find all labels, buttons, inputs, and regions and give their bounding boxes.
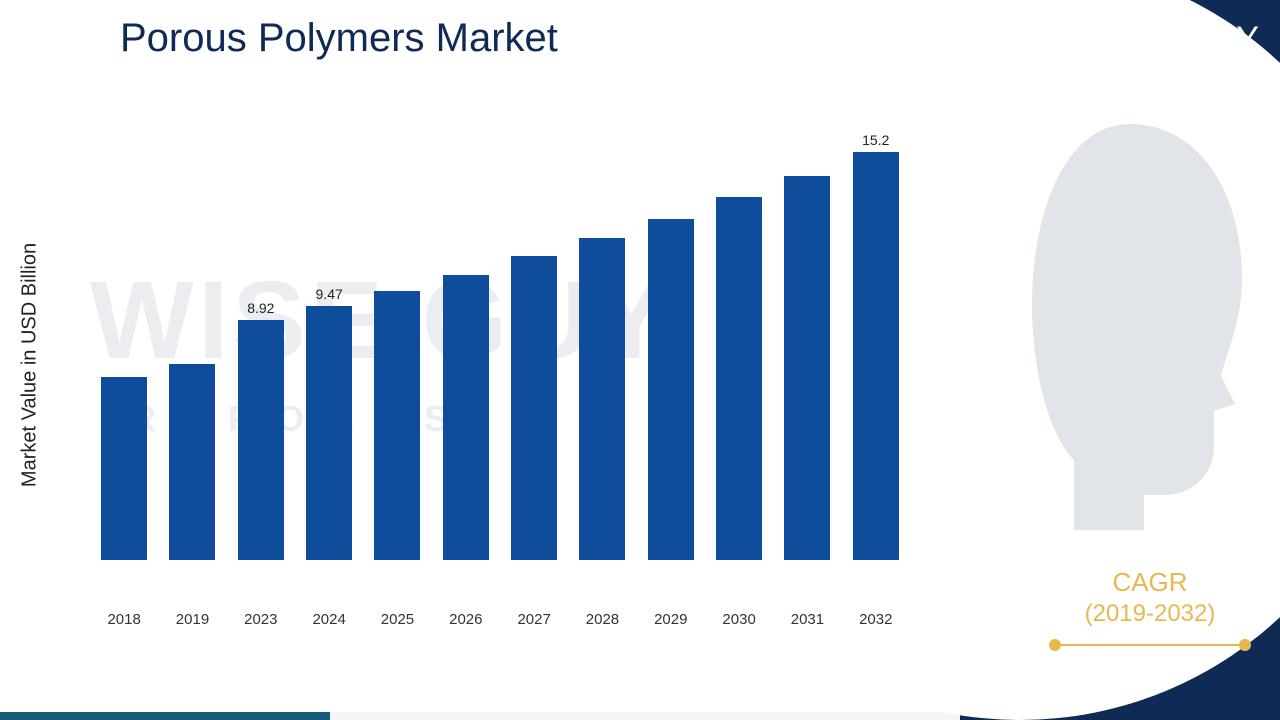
bar [374, 291, 420, 560]
cagr-range: (2019-2032) [1020, 600, 1280, 628]
bar-col [432, 130, 500, 560]
bar [716, 197, 762, 560]
brand-head-icon [1196, 22, 1266, 102]
plot-area: 8.92 9.47 15.2 [90, 130, 910, 560]
bar [579, 238, 625, 561]
bar-col [705, 130, 773, 560]
bar-value-label: 8.92 [247, 300, 274, 316]
x-tick: 2018 [90, 611, 158, 628]
bars-container: 8.92 9.47 15.2 [90, 130, 910, 560]
bar [648, 219, 694, 560]
bar-value-label: 15.2 [862, 132, 889, 148]
bar [101, 377, 147, 560]
bar-col: 9.47 [295, 130, 363, 560]
bar-col [500, 130, 568, 560]
bar-col [90, 130, 158, 560]
x-tick: 2024 [295, 611, 363, 628]
x-tick: 2025 [363, 611, 431, 628]
x-tick: 2023 [227, 611, 295, 628]
cagr-value: 6.1% [1020, 658, 1280, 692]
chart-title: Porous Polymers Market [120, 16, 558, 61]
x-tick: 2029 [637, 611, 705, 628]
head-silhouette-icon [990, 110, 1270, 530]
bar [443, 275, 489, 560]
x-tick: 2026 [432, 611, 500, 628]
y-axis-label: Market Value in USD Billion [19, 243, 42, 487]
bar-value-label: 9.47 [316, 286, 343, 302]
x-tick: 2028 [568, 611, 636, 628]
bar-col [568, 130, 636, 560]
x-tick: 2019 [158, 611, 226, 628]
x-tick: 2032 [842, 611, 910, 628]
bar [511, 256, 557, 560]
bar [784, 176, 830, 560]
bar-chart: Market Value in USD Billion 8.929.4715.2… [40, 130, 910, 600]
page-root: WISE GUY REPORTS Porous Polymers Market … [0, 0, 1280, 720]
bar-col [773, 130, 841, 560]
bar-col: 8.92 [227, 130, 295, 560]
bar-col [363, 130, 431, 560]
x-axis: 2018201920232024202520262027202820292030… [90, 611, 910, 628]
x-tick: 2030 [705, 611, 773, 628]
bar [306, 306, 352, 561]
bar-col [158, 130, 226, 560]
bottom-accent-bar [0, 712, 330, 720]
bar-col: 15.2 [842, 130, 910, 560]
cagr-label: CAGR [1020, 567, 1280, 598]
bar-col [637, 130, 705, 560]
bar [853, 152, 899, 561]
x-tick: 2027 [500, 611, 568, 628]
cagr-block: CAGR (2019-2032) 6.1% [1020, 567, 1280, 692]
brand-logo: WISE GUY REPORTS [1082, 20, 1260, 77]
cagr-divider [1055, 644, 1245, 646]
bar [238, 320, 284, 560]
x-tick: 2031 [773, 611, 841, 628]
bar [169, 364, 215, 560]
